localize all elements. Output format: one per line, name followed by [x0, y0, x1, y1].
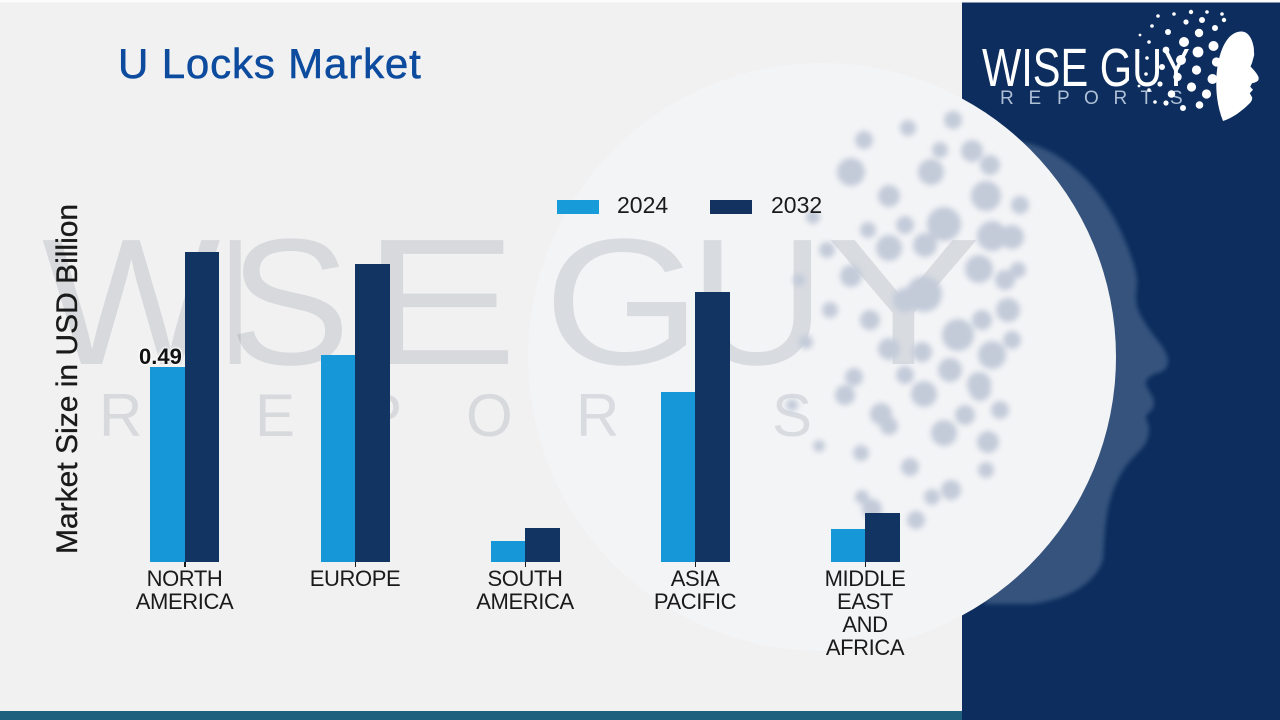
svg-text:E: E	[1029, 88, 1042, 109]
svg-text:WISE GUY: WISE GUY	[982, 38, 1190, 99]
svg-text:I: I	[219, 203, 252, 403]
svg-text:R: R	[1114, 88, 1128, 109]
svg-text:O: O	[1084, 88, 1099, 109]
svg-text:S: S	[772, 382, 812, 449]
svg-text:T: T	[1141, 88, 1153, 109]
svg-text:E: E	[255, 382, 295, 449]
svg-text:R: R	[576, 382, 619, 449]
svg-text:O: O	[466, 382, 513, 449]
svg-text:P: P	[1057, 88, 1070, 109]
svg-text:R: R	[99, 382, 142, 449]
svg-text:G: G	[544, 201, 702, 402]
svg-text:R: R	[1000, 88, 1014, 109]
